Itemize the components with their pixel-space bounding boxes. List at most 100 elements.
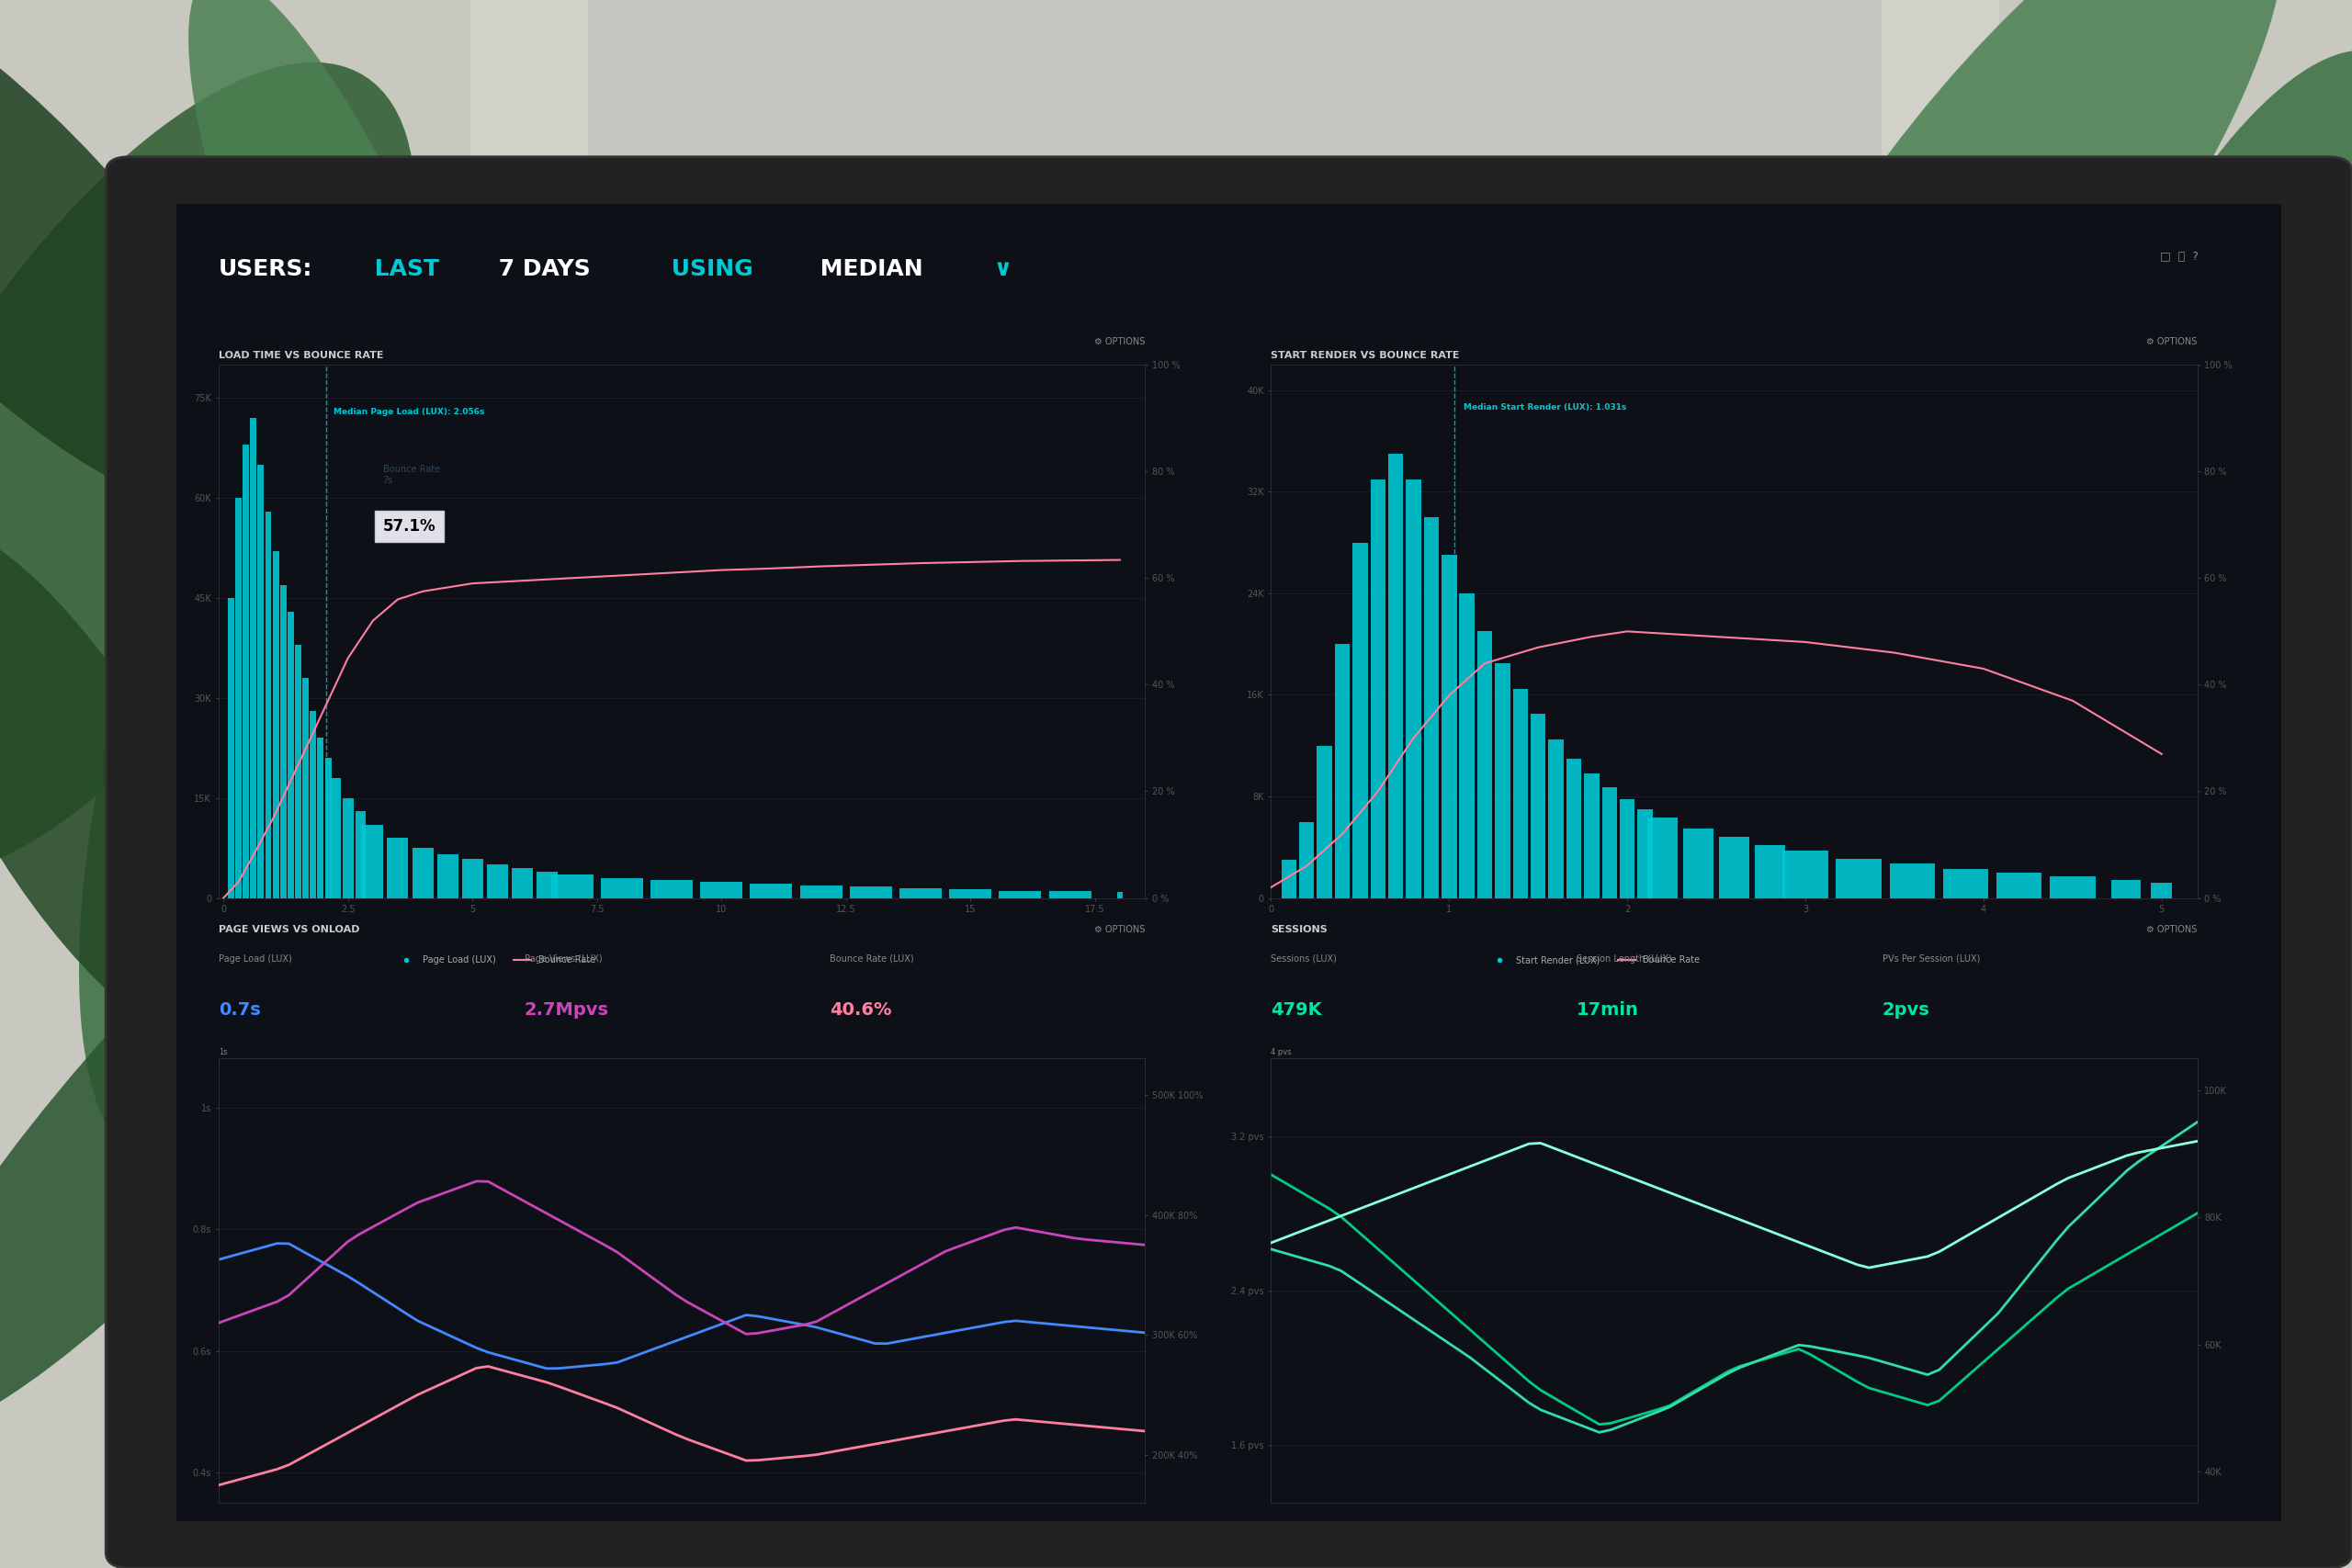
Text: MEDIAN: MEDIAN — [811, 259, 922, 281]
Bar — [950, 889, 993, 898]
Bar — [1282, 859, 1296, 898]
Text: 2.7Mpvs: 2.7Mpvs — [524, 1002, 609, 1019]
Text: 40.6%: 40.6% — [830, 1002, 891, 1019]
Bar — [266, 511, 270, 898]
Bar — [287, 612, 294, 898]
Text: 2pvs: 2pvs — [1882, 1002, 1931, 1019]
FancyBboxPatch shape — [106, 157, 2352, 1568]
Text: LAST: LAST — [367, 259, 440, 281]
Bar — [2110, 880, 2140, 898]
Text: ⚙ OPTIONS: ⚙ OPTIONS — [1094, 925, 1145, 935]
Legend: Page Load (LUX), Bounce Rate: Page Load (LUX), Bounce Rate — [393, 952, 600, 967]
Bar — [1602, 787, 1618, 898]
Ellipse shape — [188, 0, 517, 655]
Bar — [303, 677, 308, 898]
Bar — [550, 875, 593, 898]
Bar — [1000, 891, 1042, 898]
Bar — [1442, 555, 1456, 898]
Bar — [470, 0, 1999, 1568]
Text: Bounce Rate
7s: Bounce Rate 7s — [383, 464, 440, 485]
Text: Bounce Rate (LUX): Bounce Rate (LUX) — [830, 955, 915, 964]
Bar — [1943, 869, 1987, 898]
Ellipse shape — [2042, 50, 2352, 734]
Bar — [1637, 809, 1653, 898]
Bar — [1997, 872, 2042, 898]
Bar — [513, 869, 534, 898]
Text: USING: USING — [663, 259, 753, 281]
Bar — [1512, 688, 1529, 898]
Bar — [800, 886, 842, 898]
Bar — [652, 880, 694, 898]
Bar — [1317, 746, 1331, 898]
Bar — [1583, 773, 1599, 898]
Text: Page Views (LUX): Page Views (LUX) — [524, 955, 602, 964]
Ellipse shape — [80, 241, 485, 1170]
Bar — [750, 884, 793, 898]
Text: LOAD TIME VS BOUNCE RATE: LOAD TIME VS BOUNCE RATE — [219, 351, 383, 361]
Bar — [1649, 818, 1677, 898]
Bar — [487, 864, 508, 898]
Bar — [235, 499, 242, 898]
Bar — [1684, 828, 1715, 898]
Text: Median Page Load (LUX): 2.056s: Median Page Load (LUX): 2.056s — [334, 408, 485, 417]
Bar — [355, 811, 365, 898]
Bar — [259, 464, 263, 898]
Bar — [362, 825, 383, 898]
Text: ⚙ OPTIONS: ⚙ OPTIONS — [1094, 337, 1145, 347]
Text: □  ⧉  ?: □ ⧉ ? — [2159, 251, 2199, 263]
Ellipse shape — [1809, 257, 2331, 997]
Bar — [1496, 663, 1510, 898]
Bar — [588, 0, 1882, 941]
Bar — [1719, 837, 1750, 898]
Bar — [1783, 851, 1828, 898]
Text: ∨: ∨ — [985, 259, 1011, 281]
Bar — [536, 872, 557, 898]
Ellipse shape — [0, 525, 242, 1043]
Text: PAGE VIEWS VS ONLOAD: PAGE VIEWS VS ONLOAD — [219, 925, 360, 935]
Bar — [1423, 517, 1439, 898]
Ellipse shape — [0, 0, 266, 511]
Bar — [600, 878, 642, 898]
Bar — [1837, 859, 1882, 898]
Text: USERS:: USERS: — [219, 259, 313, 281]
Ellipse shape — [0, 63, 414, 878]
Bar — [437, 855, 459, 898]
Text: ⚙ OPTIONS: ⚙ OPTIONS — [2147, 925, 2197, 935]
Ellipse shape — [2023, 632, 2305, 1250]
Bar — [1388, 453, 1404, 898]
Bar — [1371, 480, 1385, 898]
Bar — [898, 887, 941, 898]
Bar — [701, 881, 743, 898]
Bar — [343, 798, 353, 898]
Bar — [1458, 593, 1475, 898]
Legend: Start Render (LUX), Bounce Rate: Start Render (LUX), Bounce Rate — [1486, 952, 1703, 967]
Bar — [294, 644, 301, 898]
Text: Median Start Render (LUX): 1.031s: Median Start Render (LUX): 1.031s — [1463, 403, 1628, 411]
Bar — [176, 204, 2281, 1521]
Bar — [1049, 891, 1091, 898]
Bar — [1406, 480, 1421, 898]
Bar — [849, 886, 891, 898]
Text: 0.7s: 0.7s — [219, 1002, 261, 1019]
Bar — [1298, 822, 1315, 898]
Text: SESSIONS: SESSIONS — [1270, 925, 1329, 935]
Bar — [280, 585, 287, 898]
Bar — [2152, 883, 2173, 898]
Bar — [1755, 845, 1785, 898]
Bar — [1117, 892, 1122, 898]
Text: 4 pvs: 4 pvs — [1270, 1047, 1291, 1057]
Text: Session Length (LUX): Session Length (LUX) — [1576, 955, 1672, 964]
Bar — [310, 712, 315, 898]
Bar — [242, 445, 249, 898]
Text: Sessions (LUX): Sessions (LUX) — [1270, 955, 1336, 964]
Bar — [228, 597, 235, 898]
Bar — [1621, 800, 1635, 898]
Bar — [325, 757, 332, 898]
Bar — [273, 552, 280, 898]
Text: 57.1%: 57.1% — [383, 517, 435, 535]
Text: 479K: 479K — [1270, 1002, 1322, 1019]
Ellipse shape — [0, 756, 499, 1439]
Bar — [1566, 759, 1581, 898]
Bar — [1334, 644, 1350, 898]
Bar — [461, 859, 482, 898]
